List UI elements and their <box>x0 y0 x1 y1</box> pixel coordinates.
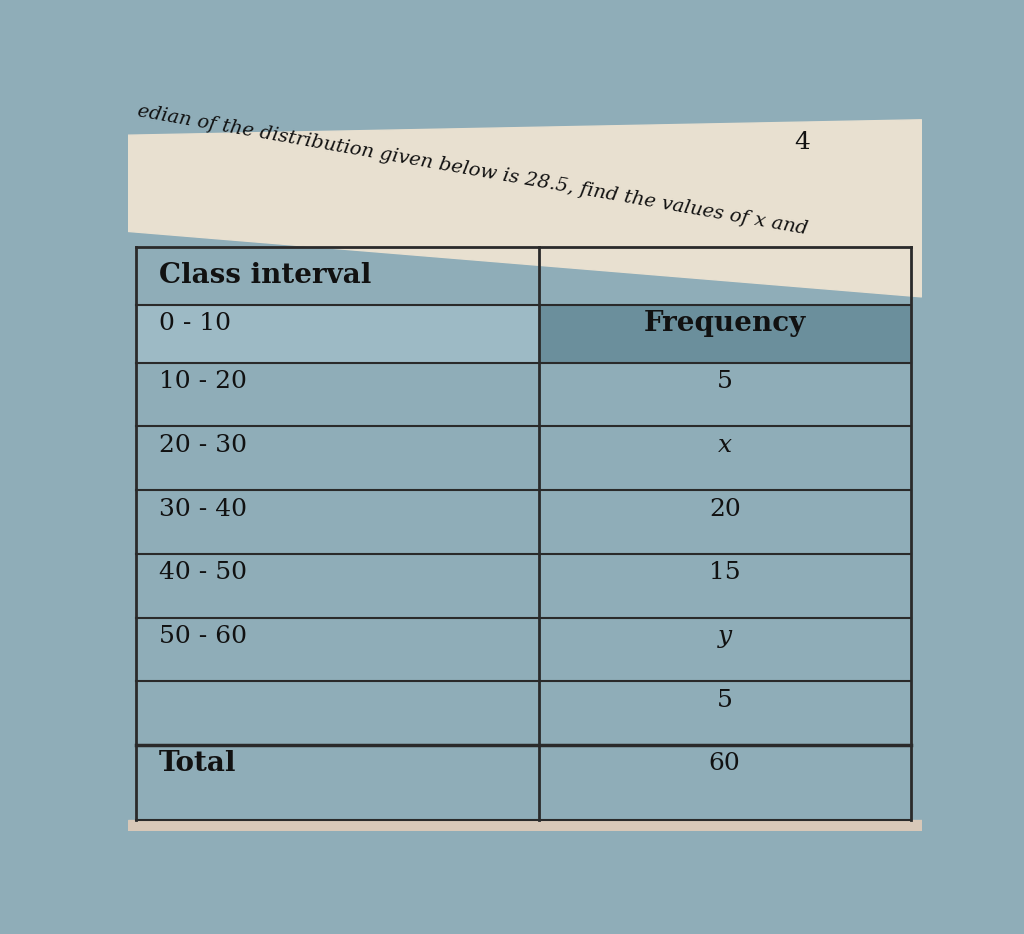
Text: y: y <box>718 625 732 648</box>
Text: 60: 60 <box>709 753 740 775</box>
Bar <box>136 490 539 554</box>
Text: 50 - 60: 50 - 60 <box>159 625 247 648</box>
Bar <box>136 617 539 682</box>
Polygon shape <box>128 120 922 297</box>
Text: 4: 4 <box>795 132 810 154</box>
Text: 20: 20 <box>709 498 740 520</box>
Text: edian of the distribution given below is 28.5, find the values of x and: edian of the distribution given below is… <box>136 102 809 238</box>
Bar <box>539 362 910 427</box>
Bar <box>136 304 539 362</box>
Bar <box>136 745 539 820</box>
Text: Frequency: Frequency <box>644 310 806 337</box>
Text: 15: 15 <box>709 561 740 585</box>
Text: 40 - 50: 40 - 50 <box>159 561 247 585</box>
Bar <box>136 362 539 427</box>
Bar <box>136 682 539 745</box>
Bar <box>539 554 910 617</box>
Bar <box>128 820 922 831</box>
Bar <box>539 247 910 304</box>
Bar <box>539 745 910 820</box>
Bar <box>539 682 910 745</box>
Text: 30 - 40: 30 - 40 <box>159 498 247 520</box>
Text: 5: 5 <box>717 688 733 712</box>
Bar <box>136 427 539 490</box>
Text: 20 - 30: 20 - 30 <box>159 433 247 457</box>
Text: Total: Total <box>159 751 237 777</box>
Text: 10 - 20: 10 - 20 <box>159 370 247 393</box>
Text: x: x <box>718 433 732 457</box>
Bar <box>136 247 539 304</box>
Text: Class interval: Class interval <box>159 262 372 290</box>
Bar <box>539 304 910 362</box>
Bar <box>539 617 910 682</box>
Text: 0 - 10: 0 - 10 <box>159 312 231 335</box>
Bar <box>539 490 910 554</box>
Bar <box>539 427 910 490</box>
Text: 5: 5 <box>717 370 733 393</box>
Bar <box>136 554 539 617</box>
